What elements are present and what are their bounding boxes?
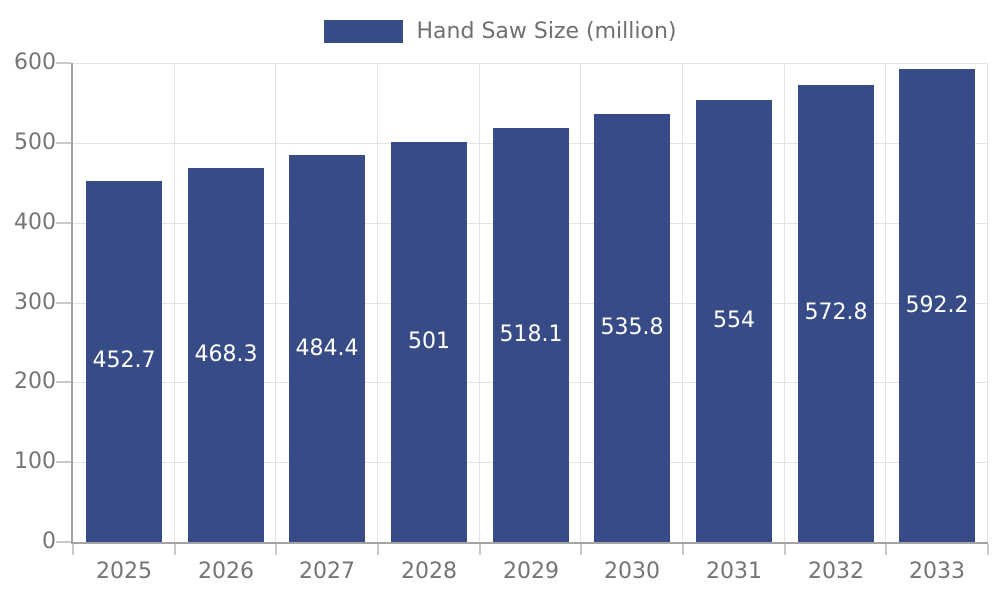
gridline-vertical-2 [275, 63, 276, 542]
x-tick-label-2025: 2025 [96, 559, 152, 584]
gridline-vertical-4 [479, 63, 480, 542]
bar-2030 [594, 114, 670, 542]
gridline-horizontal-600 [73, 63, 988, 64]
y-tick-mark-0 [56, 541, 71, 543]
bar-2032 [798, 84, 874, 542]
y-tick-label-600: 600 [14, 50, 56, 75]
bar-2025 [86, 180, 162, 542]
y-tick-label-400: 400 [14, 210, 56, 235]
y-tick-mark-100 [56, 461, 71, 463]
plot-area: 452.7 468.3 484.4 501 518.1 535.8 554 572.8 592.… [73, 63, 988, 542]
gridline-vertical-9 [987, 63, 988, 542]
x-tick-label-2029: 2029 [503, 559, 559, 584]
y-tick-mark-200 [56, 381, 71, 383]
gridline-vertical-5 [580, 63, 581, 542]
x-tick-label-2032: 2032 [808, 559, 864, 584]
bar-2033 [899, 69, 975, 542]
bar-value-2027: 484.4 [295, 336, 359, 361]
bar-value-2029: 518.1 [499, 322, 563, 347]
bar-value-2028: 501 [408, 329, 450, 354]
bar-2026 [188, 168, 264, 542]
y-tick-label-100: 100 [14, 449, 56, 474]
bar-value-2026: 468.3 [194, 342, 258, 367]
x-tick-mark-6 [682, 544, 684, 555]
y-tick-mark-300 [56, 302, 71, 304]
bar-value-2032: 572.8 [804, 300, 868, 325]
y-tick-mark-400 [56, 222, 71, 224]
y-tick-label-0: 0 [42, 529, 56, 554]
gridline-vertical-3 [377, 63, 378, 542]
x-axis-line [71, 542, 988, 544]
bar-value-2031: 554 [713, 308, 755, 333]
x-tick-mark-1 [174, 544, 176, 555]
legend[interactable]: Hand Saw Size (million) [0, 20, 1000, 43]
bar-value-2030: 535.8 [600, 315, 664, 340]
x-tick-mark-4 [479, 544, 481, 555]
bar-2031 [696, 99, 772, 542]
x-tick-mark-7 [784, 544, 786, 555]
y-tick-label-200: 200 [14, 369, 56, 394]
y-axis-line [71, 63, 73, 544]
x-tick-label-2026: 2026 [198, 559, 254, 584]
y-tick-mark-500 [56, 142, 71, 144]
legend-swatch [323, 20, 403, 43]
x-tick-mark-8 [885, 544, 887, 555]
gridline-vertical-6 [682, 63, 683, 542]
legend-label: Hand Saw Size (million) [416, 19, 677, 44]
x-tick-label-2033: 2033 [909, 559, 965, 584]
gridline-vertical-7 [784, 63, 785, 542]
bar-value-2025: 452.7 [92, 348, 156, 373]
x-tick-label-2027: 2027 [299, 559, 355, 584]
y-tick-mark-600 [56, 62, 71, 64]
bar-value-2033: 592.2 [905, 293, 969, 318]
bar-2029 [493, 128, 569, 542]
x-tick-label-2031: 2031 [706, 559, 762, 584]
x-tick-mark-2 [275, 544, 277, 555]
gridline-vertical-1 [174, 63, 175, 542]
gridline-vertical-8 [885, 63, 886, 542]
x-tick-mark-9 [987, 544, 989, 555]
y-tick-label-300: 300 [14, 290, 56, 315]
bar-2027 [289, 155, 365, 542]
x-tick-mark-5 [580, 544, 582, 555]
x-tick-mark-0 [72, 544, 74, 555]
x-tick-label-2030: 2030 [604, 559, 660, 584]
bar-2028 [391, 142, 467, 542]
x-tick-mark-3 [377, 544, 379, 555]
x-tick-label-2028: 2028 [401, 559, 457, 584]
y-tick-label-500: 500 [14, 130, 56, 155]
